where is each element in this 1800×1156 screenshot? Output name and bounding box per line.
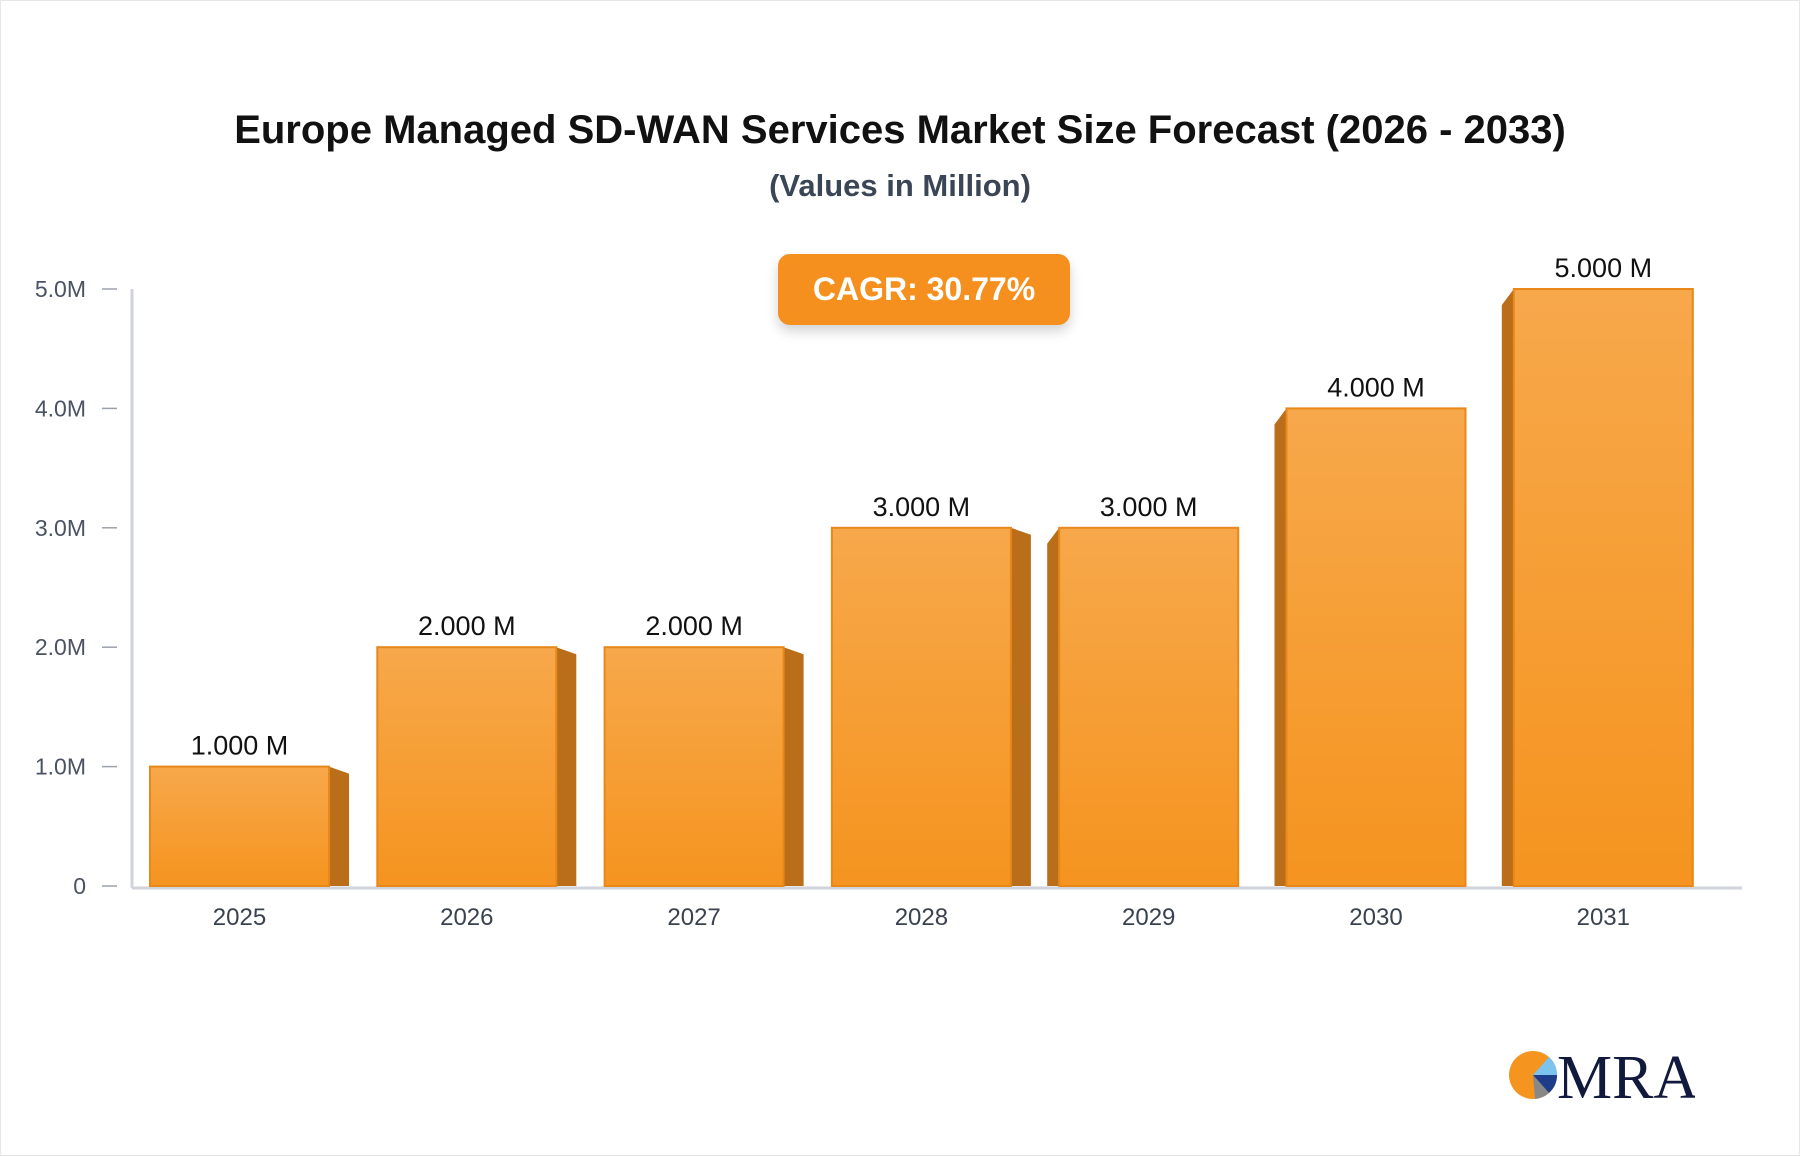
y-tick-label: 0	[73, 873, 86, 899]
data-label: 3.000 M	[1100, 492, 1198, 522]
data-label: 2.000 M	[418, 611, 516, 641]
x-tick-label: 2028	[895, 904, 948, 931]
data-label: 5.000 M	[1555, 253, 1653, 283]
bar-2028	[830, 526, 1012, 887]
bar-side	[556, 647, 577, 886]
data-label: 4.000 M	[1327, 372, 1425, 402]
y-tick-label: 3.0M	[35, 515, 86, 541]
bar-side	[1274, 408, 1287, 886]
bar-side	[783, 647, 804, 886]
x-tick-label: 2027	[667, 904, 720, 931]
y-tick-label: 2.0M	[35, 634, 86, 660]
bar-side	[1010, 527, 1031, 886]
data-label: 1.000 M	[191, 731, 289, 761]
y-tick-label: 4.0M	[35, 395, 86, 421]
y-tick-label: 1.0M	[35, 754, 86, 780]
bar-side	[1047, 527, 1060, 886]
chart-subtitle: (Values in Million)	[769, 168, 1031, 203]
svg-text:MRA: MRA	[1557, 1044, 1695, 1110]
x-tick-label: 2029	[1122, 904, 1175, 931]
chart-title: Europe Managed SD-WAN Services Market Si…	[234, 108, 1566, 152]
x-tick-label: 2026	[440, 904, 493, 931]
bar-2029	[1058, 526, 1240, 887]
bar-2027	[603, 646, 785, 888]
bar-side	[329, 766, 349, 886]
data-label: 3.000 M	[873, 492, 971, 522]
bar-2025	[149, 765, 330, 887]
bar-2026	[376, 646, 558, 888]
bar-side	[1501, 289, 1514, 886]
y-tick-label: 5.0M	[35, 276, 86, 302]
bar-2031	[1512, 288, 1694, 887]
x-tick-label: 2031	[1577, 904, 1630, 931]
x-tick-label: 2030	[1349, 904, 1402, 931]
x-tick-label: 2025	[213, 904, 266, 931]
data-label: 2.000 M	[645, 611, 743, 641]
bar-2030	[1285, 407, 1467, 887]
cagr-badge: CAGR: 30.77%	[778, 254, 1070, 325]
